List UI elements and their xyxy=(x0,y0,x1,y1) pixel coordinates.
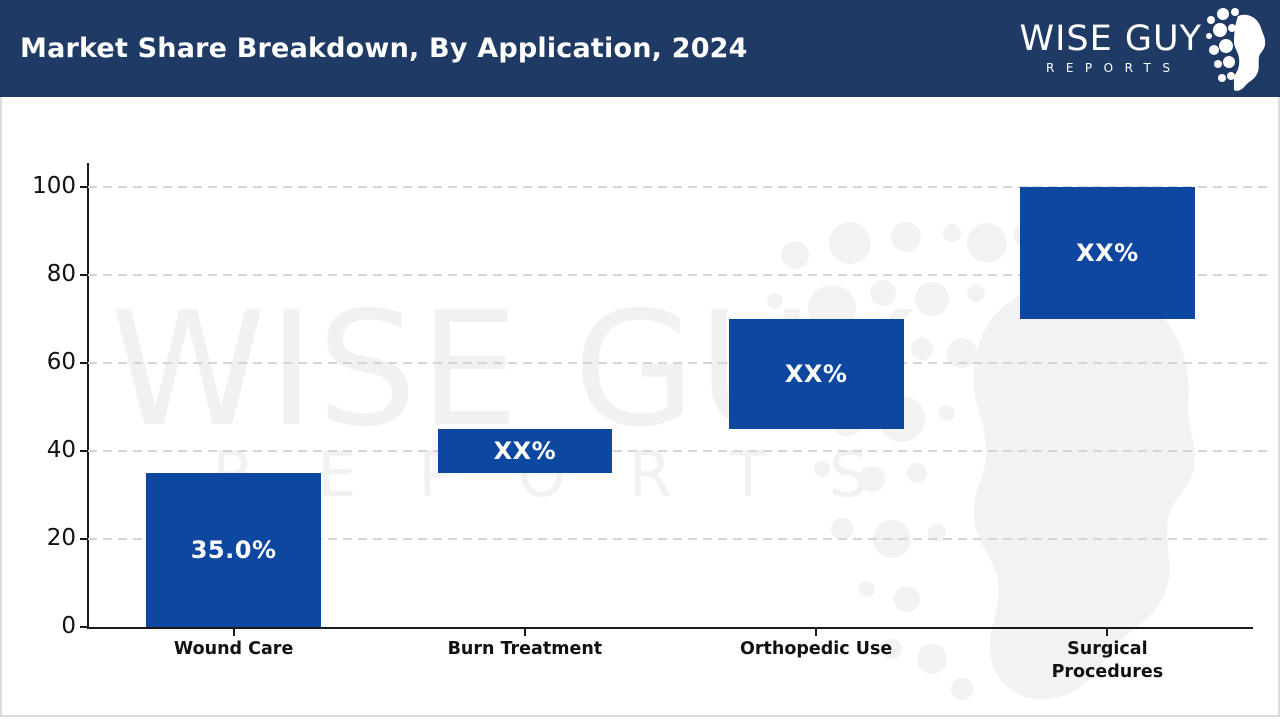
y-tick-label: 80 xyxy=(46,261,76,287)
brand-subtitle: REPORTS xyxy=(1045,61,1182,75)
bar-value-label: XX% xyxy=(1076,239,1139,267)
category-label-orthopedic-use: Orthopedic Use xyxy=(740,639,893,659)
bar-value-label: XX% xyxy=(493,437,557,465)
y-tick-label: 40 xyxy=(46,437,76,463)
y-tick-mark xyxy=(80,186,87,188)
gridline xyxy=(88,450,1268,452)
bar-surgical-procedures: XX% xyxy=(1020,187,1195,319)
y-tick-label: 100 xyxy=(32,173,76,199)
x-axis-line xyxy=(87,627,1253,629)
bar-value-label: 35.0% xyxy=(190,536,277,564)
x-tick-mark xyxy=(1106,629,1109,636)
category-label-wound-care: Wound Care xyxy=(173,639,294,659)
header-bar: Market Share Breakdown, By Application, … xyxy=(0,0,1280,97)
category-label-surgical-procedures: Surgical Procedures xyxy=(1051,639,1164,682)
y-tick-mark xyxy=(80,626,87,628)
x-tick-mark xyxy=(815,629,818,636)
x-tick-mark xyxy=(523,629,526,636)
y-tick-mark xyxy=(80,450,87,452)
brand-head-icon xyxy=(1206,7,1266,91)
y-tick-label: 0 xyxy=(61,613,76,639)
y-tick-mark xyxy=(80,362,87,364)
x-tick-mark xyxy=(232,629,235,636)
brand-logo-text: WISE GUY REPORTS xyxy=(1019,19,1202,76)
bar-wound-care: 35.0% xyxy=(146,473,321,627)
brand-name: WISE GUY xyxy=(1019,19,1202,59)
bar-orthopedic-use: XX% xyxy=(728,319,904,429)
y-axis-line xyxy=(87,163,89,629)
y-tick-mark xyxy=(80,538,87,540)
page-title: Market Share Breakdown, By Application, … xyxy=(20,33,748,64)
gridline xyxy=(88,274,1268,276)
category-label-burn-treatment: Burn Treatment xyxy=(447,639,603,659)
bar-value-label: XX% xyxy=(784,360,848,388)
y-tick-label: 60 xyxy=(46,349,76,375)
gridline xyxy=(88,362,1268,364)
y-tick-mark xyxy=(80,274,87,276)
gridline xyxy=(88,538,1268,540)
content-frame xyxy=(0,97,1280,717)
gridline xyxy=(88,186,1268,188)
bar-burn-treatment: XX% xyxy=(437,429,613,473)
waterfall-chart: 0 20 40 60 80 100 35.0% Wound Care XX% Burn Treat… xyxy=(0,97,1280,720)
y-tick-label: 20 xyxy=(46,525,76,551)
brand-logo: WISE GUY REPORTS xyxy=(1019,0,1266,97)
